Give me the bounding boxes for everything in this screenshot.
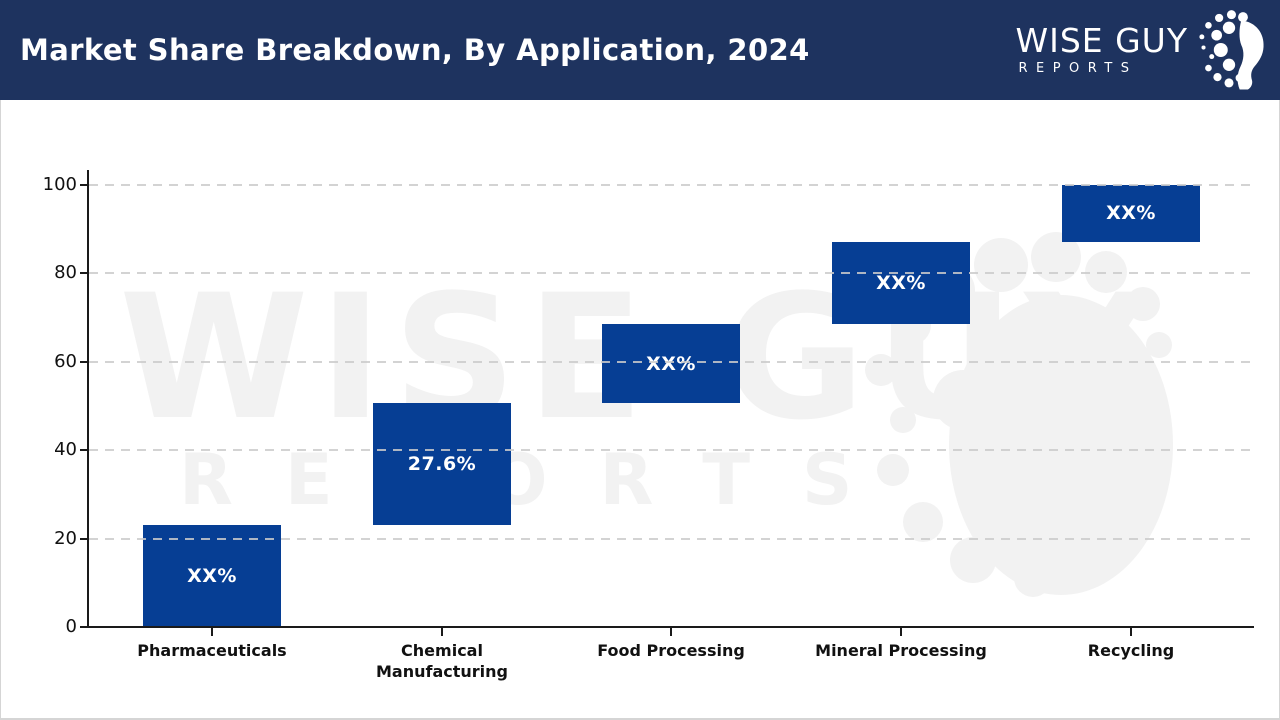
bar-segment: XX%	[1062, 185, 1200, 242]
watermark-reports-text: REPORTS	[179, 439, 905, 521]
gridline	[89, 537, 1254, 540]
wiseguy-logo: WISE GUY REPORTS	[1015, 8, 1266, 92]
chart-area: WISE GUY REPORTS XX% 27.6% XX% XX% XX% 0 20 40 6…	[0, 100, 1280, 720]
y-tick-label: 80	[54, 262, 77, 284]
y-tick-mark	[80, 272, 87, 275]
category-label: Recycling	[1087, 641, 1175, 660]
bar-segment: XX%	[143, 525, 281, 627]
y-tick-mark	[80, 360, 87, 363]
bar-segment: XX%	[602, 323, 740, 404]
bar-label: XX%	[1106, 202, 1156, 225]
wiseguy-head-icon	[1199, 10, 1264, 90]
category-label: Pharmaceuticals	[137, 641, 287, 660]
y-tick-label: 100	[42, 174, 77, 195]
y-axis-line	[87, 170, 89, 628]
x-tick-mark	[441, 628, 443, 636]
category-label: Chemical Manufacturing	[376, 641, 508, 681]
bar-segment: XX%	[832, 241, 970, 324]
bar-label: 27.6%	[407, 453, 477, 476]
y-tick-label: 60	[54, 350, 77, 372]
bar-label: XX%	[187, 565, 237, 588]
x-tick-mark	[211, 628, 213, 636]
gridline	[89, 272, 1254, 275]
page-title: Market Share Breakdown, By Application, …	[20, 33, 810, 67]
category-label: Food Processing	[597, 641, 745, 660]
gridline	[89, 449, 1254, 452]
y-tick-label: 0	[65, 616, 77, 637]
wiseguy-logo-text: WISE GUY REPORTS	[1015, 24, 1188, 76]
y-tick-mark	[80, 449, 87, 452]
wiseguy-logo-sub: REPORTS	[1018, 61, 1138, 76]
y-tick-mark	[80, 537, 87, 540]
x-tick-mark	[900, 628, 902, 636]
bar-label: XX%	[646, 352, 696, 375]
x-tick-mark	[670, 628, 672, 636]
gridline	[89, 184, 1254, 186]
x-tick-mark	[1130, 628, 1132, 636]
y-tick-mark	[80, 184, 87, 186]
bar-segment: 27.6%	[373, 403, 511, 526]
x-axis-line	[87, 626, 1254, 628]
category-label: Mineral Processing	[815, 641, 987, 660]
bar-label: XX%	[876, 271, 926, 294]
wiseguy-logo-name: WISE GUY	[1015, 21, 1188, 60]
y-tick-mark	[80, 626, 87, 628]
gridline	[89, 360, 1254, 363]
header: Market Share Breakdown, By Application, …	[0, 0, 1280, 100]
y-tick-label: 20	[54, 527, 77, 549]
y-tick-label: 40	[54, 439, 77, 461]
